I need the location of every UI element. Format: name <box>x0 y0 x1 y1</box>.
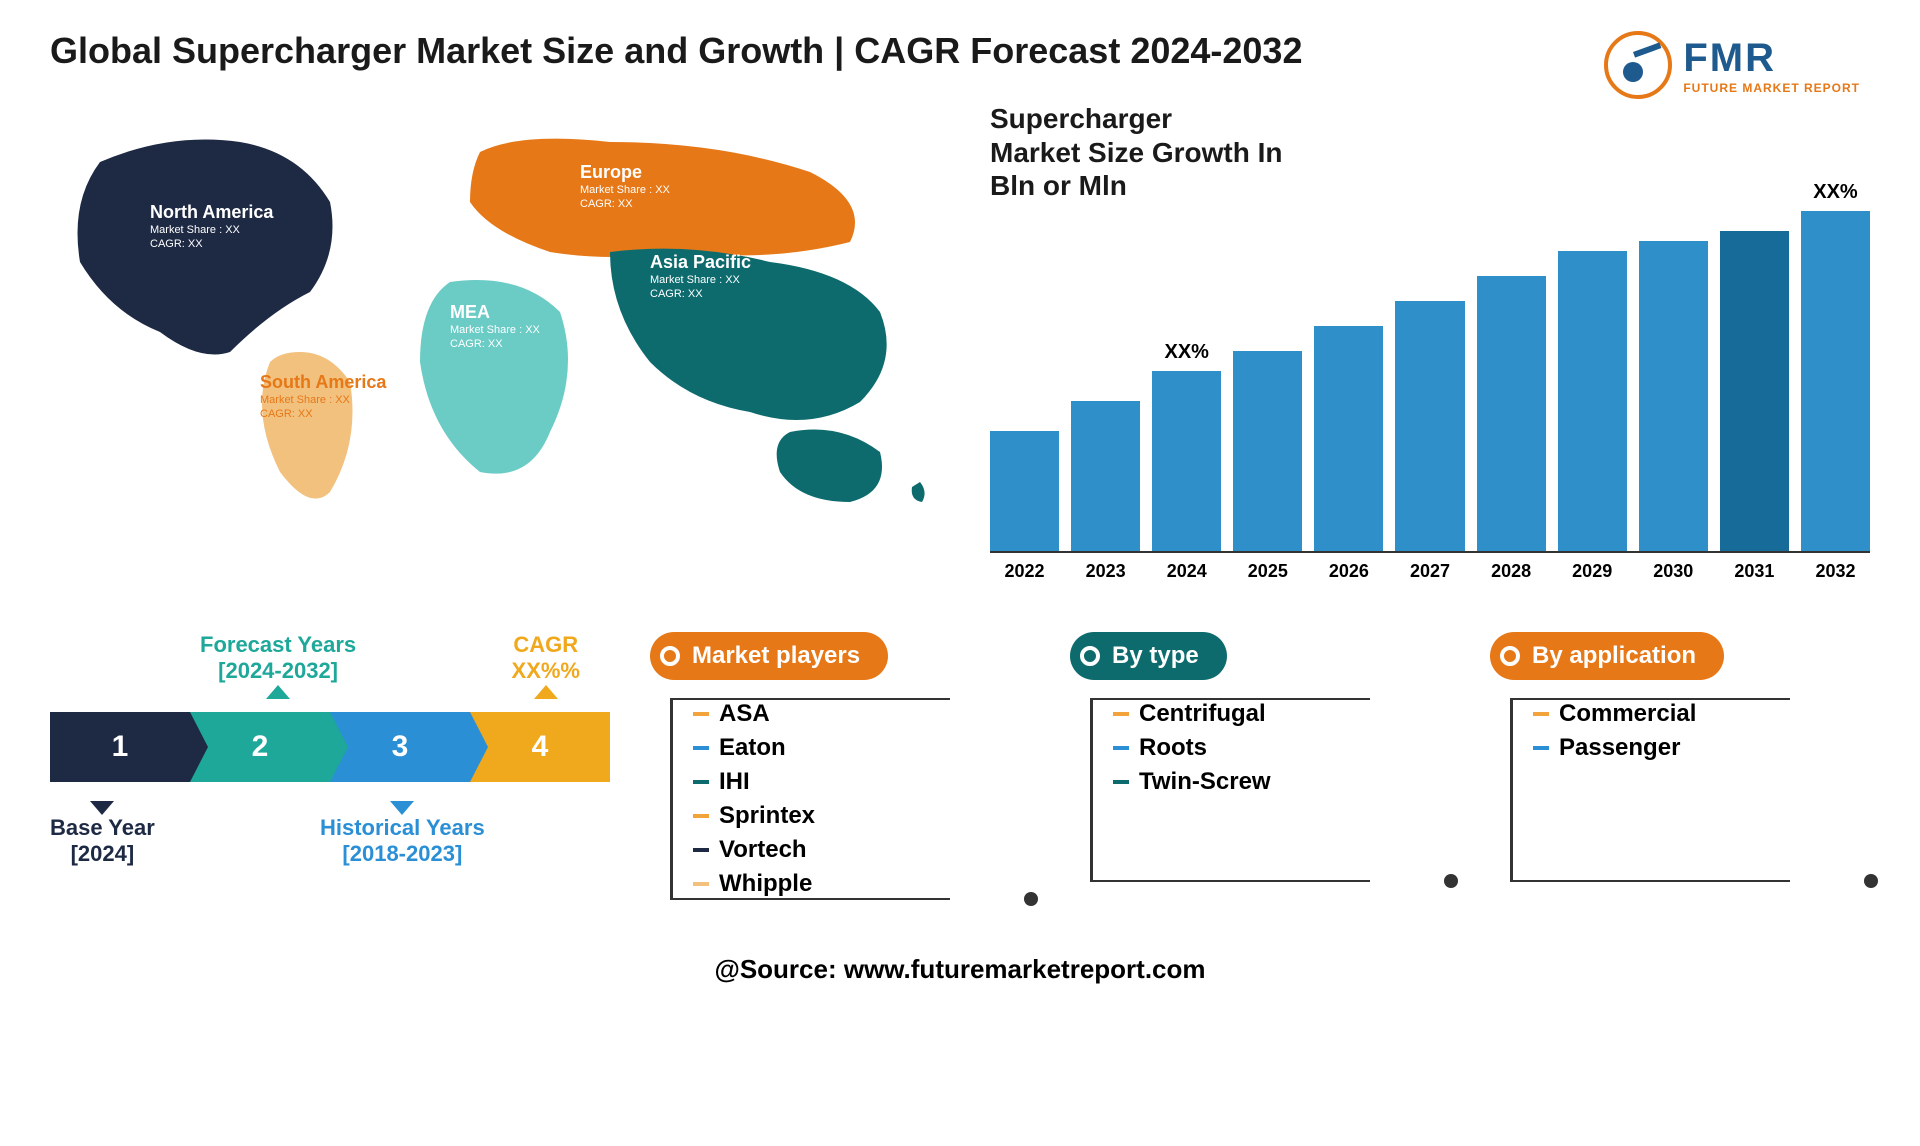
bullet-icon <box>1500 646 1520 666</box>
timeline-seg-2: 2 <box>190 712 330 782</box>
growth-chart: SuperchargerMarket Size Growth InBln or … <box>990 102 1870 582</box>
source-text: @Source: www.futuremarketreport.com <box>50 954 1870 985</box>
players-list: ASA Eaton IHI Sprintex Vortech Whipple <box>670 700 1030 898</box>
pill-label: By type <box>1112 642 1199 670</box>
bar-2027 <box>1395 301 1464 551</box>
market-players-col: Market players ASA Eaton IHI Sprintex Vortec… <box>650 632 1030 904</box>
list-item: Passenger <box>1533 734 1870 762</box>
bullet-icon <box>660 646 680 666</box>
list-item: Commercial <box>1533 700 1870 728</box>
bar-year-label: 2024 <box>1152 561 1221 582</box>
bar-year-label: 2027 <box>1395 561 1464 582</box>
bullet-icon <box>1080 646 1100 666</box>
bar-2025 <box>1233 351 1302 551</box>
by-application-pill: By application <box>1490 632 1724 680</box>
region-mea: MEAMarket Share : XXCAGR: XX <box>450 302 540 352</box>
list-item: Whipple <box>693 870 1030 898</box>
bar-2028 <box>1477 276 1546 551</box>
logo-sub-text: FUTURE MARKET REPORT <box>1683 81 1860 95</box>
bar-year-label: 2022 <box>990 561 1059 582</box>
pill-label: By application <box>1532 642 1696 670</box>
forecast-label: Forecast Years [2024-2032] <box>200 632 356 703</box>
bar-year-label: 2026 <box>1314 561 1383 582</box>
bar-year-label: 2032 <box>1801 561 1870 582</box>
timeline-seg-3: 3 <box>330 712 470 782</box>
market-players-pill: Market players <box>650 632 888 680</box>
bar-year-label: 2030 <box>1639 561 1708 582</box>
list-item: Roots <box>1113 734 1450 762</box>
bar-2024: XX% <box>1152 371 1221 551</box>
page-title: Global Supercharger Market Size and Grow… <box>50 30 1870 72</box>
cagr-label: CAGR XX%% <box>512 632 580 703</box>
list-item: Eaton <box>693 734 1030 762</box>
list-item: Vortech <box>693 836 1030 864</box>
list-item: Centrifugal <box>1113 700 1450 728</box>
bar-2026 <box>1314 326 1383 551</box>
by-application-col: By application Commercial Passenger <box>1490 632 1870 880</box>
bar-year-label: 2023 <box>1071 561 1140 582</box>
application-list: Commercial Passenger <box>1510 700 1870 880</box>
bar-2022 <box>990 431 1059 551</box>
region-north-america: North AmericaMarket Share : XXCAGR: XX <box>150 202 273 252</box>
bar-year-label: 2029 <box>1558 561 1627 582</box>
bar-year-label: 2031 <box>1720 561 1789 582</box>
world-map: North AmericaMarket Share : XXCAGR: XX So… <box>50 102 950 522</box>
bar-2029 <box>1558 251 1627 551</box>
bar-2030 <box>1639 241 1708 551</box>
logo-fmr-text: FMR <box>1683 36 1860 81</box>
bar-year-label: 2028 <box>1477 561 1546 582</box>
chart-title: SuperchargerMarket Size Growth InBln or … <box>990 102 1870 203</box>
list-item: ASA <box>693 700 1030 728</box>
timeline-seg-1: 1 <box>50 712 190 782</box>
bar-2032: XX% <box>1801 211 1870 551</box>
bar-2023 <box>1071 401 1140 551</box>
list-item: IHI <box>693 768 1030 796</box>
by-type-col: By type Centrifugal Roots Twin-Screw <box>1070 632 1450 880</box>
bar-chart: XX%XX% <box>990 223 1870 553</box>
region-asia-pacific: Asia PacificMarket Share : XXCAGR: XX <box>650 252 751 302</box>
list-item: Twin-Screw <box>1113 768 1450 796</box>
base-year-label: Base Year [2024] <box>50 797 155 868</box>
timeline-seg-4: 4 <box>470 712 610 782</box>
fmr-logo-icon <box>1603 30 1673 100</box>
bar-year-label: 2025 <box>1233 561 1302 582</box>
bar-2031 <box>1720 231 1789 551</box>
region-europe: EuropeMarket Share : XXCAGR: XX <box>580 162 670 212</box>
by-type-pill: By type <box>1070 632 1227 680</box>
timeline: Forecast Years [2024-2032] CAGR XX%% 123… <box>50 632 610 782</box>
historical-label: Historical Years [2018-2023] <box>320 797 485 868</box>
type-list: Centrifugal Roots Twin-Screw <box>1090 700 1450 880</box>
region-south-america: South AmericaMarket Share : XXCAGR: XX <box>260 372 386 422</box>
list-item: Sprintex <box>693 802 1030 830</box>
pill-label: Market players <box>692 642 860 670</box>
logo: FMR FUTURE MARKET REPORT <box>1603 30 1860 100</box>
